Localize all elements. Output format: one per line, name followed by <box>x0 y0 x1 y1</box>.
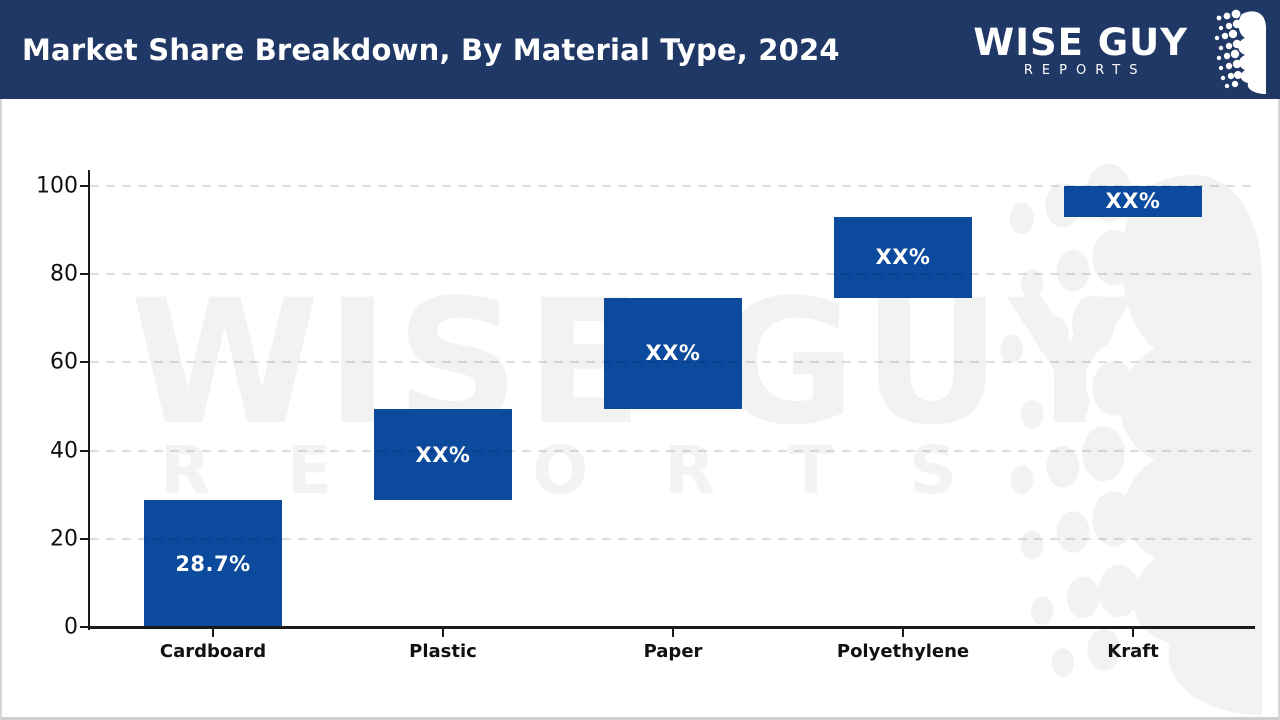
gridline-60 <box>90 361 1255 364</box>
x-axis-line <box>88 626 1255 629</box>
gridline-100 <box>90 185 1255 187</box>
dotted-face-icon <box>1214 9 1266 94</box>
bar-cardboard: 28.7% <box>144 500 282 627</box>
x-tick-plastic <box>442 629 444 637</box>
category-label-plastic: Plastic <box>409 641 477 662</box>
y-axis-line <box>88 170 90 630</box>
x-tick-polyethylene <box>902 629 904 637</box>
y-tick-0 <box>80 626 88 628</box>
category-label-cardboard: Cardboard <box>159 641 267 662</box>
bar-value-label-kraft: XX% <box>1105 189 1161 214</box>
y-tick-label-40: 40 <box>50 438 78 464</box>
watermark-subtitle-text: REPORTS <box>160 432 1033 509</box>
y-tick-label-0: 0 <box>64 614 78 640</box>
y-tick-60 <box>80 361 88 364</box>
bar-plastic: XX% <box>374 409 512 501</box>
bar-kraft: XX% <box>1064 186 1202 217</box>
y-tick-label-60: 60 <box>50 349 78 375</box>
gridline-20 <box>90 537 1255 540</box>
bar-value-label-cardboard: 28.7% <box>175 551 251 576</box>
bar-value-label-paper: XX% <box>645 341 701 366</box>
header-bar: Market Share Breakdown, By Material Type… <box>0 0 1280 99</box>
category-label-polyethylene: Polyethylene <box>836 641 970 662</box>
page-title: Market Share Breakdown, By Material Type… <box>22 32 840 67</box>
category-label-paper: Paper <box>643 641 703 662</box>
x-tick-kraft <box>1132 629 1134 637</box>
y-tick-100 <box>80 185 88 187</box>
y-tick-label-80: 80 <box>50 261 78 287</box>
bar-value-label-plastic: XX% <box>415 442 471 467</box>
y-tick-label-20: 20 <box>50 526 78 552</box>
brand-subtitle: REPORTS <box>1023 62 1147 78</box>
category-label-kraft: Kraft <box>1107 641 1159 662</box>
bar-value-label-polyethylene: XX% <box>875 245 931 270</box>
x-tick-paper <box>672 629 674 637</box>
watermark-dotted-face <box>1000 163 1262 715</box>
gridline-80 <box>90 273 1255 276</box>
y-tick-label-100: 100 <box>36 173 78 199</box>
brand-logo: WISE GUY REPORTS <box>973 6 1266 94</box>
y-tick-80 <box>80 273 88 276</box>
x-tick-cardboard <box>212 629 214 637</box>
gridline-40 <box>90 449 1255 452</box>
bar-polyethylene: XX% <box>834 216 972 298</box>
brand-logo-text: WISE GUY REPORTS <box>973 24 1188 77</box>
y-tick-20 <box>80 537 88 540</box>
y-tick-40 <box>80 449 88 452</box>
brand-name: WISE GUY <box>973 20 1188 64</box>
bar-paper: XX% <box>604 297 742 410</box>
